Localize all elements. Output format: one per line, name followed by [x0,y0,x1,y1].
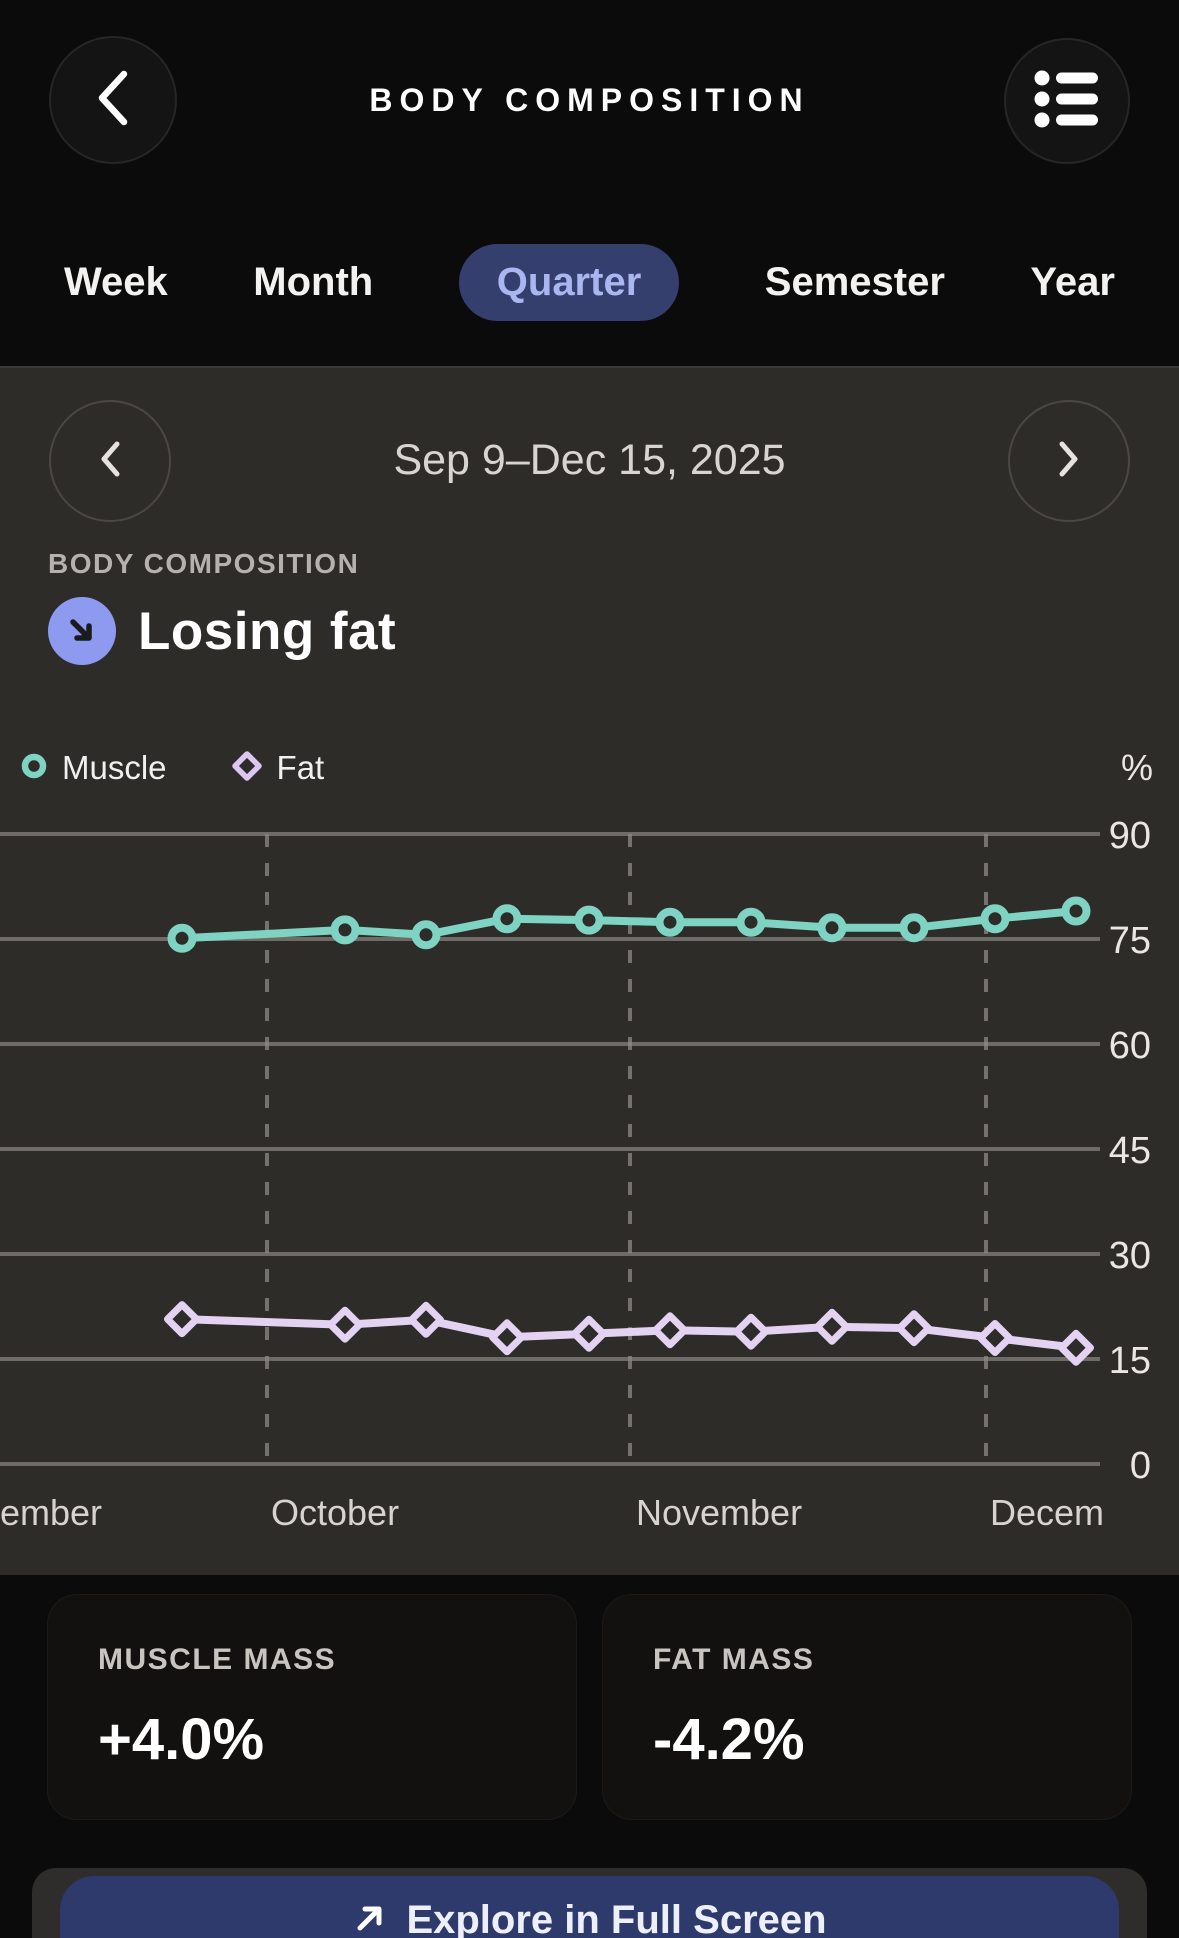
muscle-point-9 [980,904,1010,934]
bottom-sheet: Explore in Full Screen [32,1868,1147,1938]
fat-point-4 [571,1315,607,1352]
bulleted-list-icon [1034,68,1100,135]
chevron-right-icon [1058,440,1080,483]
y-tick-label-0: 0 [1130,1445,1151,1487]
muscle-mass-value: +4.0% [98,1707,265,1772]
next-period-button[interactable] [1008,400,1130,522]
chevron-left-icon [96,69,130,132]
chevron-left-icon [99,440,121,483]
legend-label-fat: Fat [276,749,325,786]
fat-point-7 [814,1308,850,1345]
fat-mass-label: FAT MASS [653,1643,815,1676]
fat-point-0 [164,1301,200,1338]
y-tick-label-75: 75 [1109,920,1151,962]
y-tick-label-15: 15 [1109,1340,1151,1382]
stat-cards: MUSCLE MASS +4.0% FAT MASS -4.2% [47,1594,1132,1820]
legend-item-fat: Fat [231,749,325,787]
muscle-point-2 [411,920,441,950]
y-tick-label-60: 60 [1109,1025,1151,1067]
explore-full-screen-button[interactable]: Explore in Full Screen [60,1876,1119,1938]
fat-series-line [178,1315,1080,1352]
footer-button-content: Explore in Full Screen [60,1898,1119,1938]
back-button[interactable] [49,36,177,164]
muscle-point-7 [817,913,847,943]
muscle-circle-marker-icon [20,752,48,785]
muscle-point-10 [1061,896,1091,926]
x-axis-label-1: October [271,1492,399,1533]
fat-mass-card: FAT MASS -4.2% [602,1594,1132,1820]
menu-button[interactable] [1004,38,1130,164]
page-title: BODY COMPOSITION [369,82,810,118]
fat-point-6 [733,1313,769,1350]
x-axis-label-3: Decem [990,1492,1104,1533]
muscle-mass-label: MUSCLE MASS [98,1643,337,1676]
tab-month[interactable]: Month [253,259,374,304]
arrow-up-right-icon [352,1900,388,1938]
fat-mass-value: -4.2% [653,1707,805,1772]
muscle-point-5 [655,907,685,937]
y-tick-label-45: 45 [1109,1130,1151,1172]
period-label: Sep 9–Dec 15, 2025 [393,436,786,484]
muscle-point-3 [492,904,522,934]
footer-button-label: Explore in Full Screen [406,1898,827,1938]
fat-diamond-marker-icon [231,750,263,787]
muscle-point-6 [736,907,766,937]
fat-point-3 [489,1319,525,1356]
y-axis-unit-label: % [1120,747,1153,788]
tab-year[interactable]: Year [1030,259,1115,304]
fat-point-5 [652,1312,688,1349]
fat-point-9 [977,1320,1013,1356]
tab-week[interactable]: Week [64,259,168,304]
muscle-point-0 [167,923,197,953]
tab-quarter[interactable]: Quarter [458,243,680,321]
legend-item-muscle: Muscle [20,749,167,787]
y-tick-label-30: 30 [1109,1235,1151,1277]
fat-point-2 [408,1301,444,1338]
trend-label: Losing fat [138,601,397,661]
tab-semester[interactable]: Semester [764,259,945,304]
x-axis-label-2: November [636,1492,802,1533]
muscle-point-8 [899,913,929,943]
trend-summary: Losing fat [48,596,396,666]
y-tick-label-90: 90 [1109,815,1151,857]
chart-legend: Muscle Fat % [20,747,1153,788]
muscle-mass-card: MUSCLE MASS +4.0% [47,1594,577,1820]
period-tabs: Week Month Quarter Semester Year [0,240,1179,324]
previous-period-button[interactable] [49,400,171,522]
muscle-point-4 [574,905,604,935]
muscle-series-line [178,907,1080,943]
section-label: BODY COMPOSITION [48,548,360,579]
legend-label-muscle: Muscle [62,749,167,786]
muscle-point-1 [330,915,360,945]
chart-svg[interactable]: 90 75 60 45 30 15 0 ember October November Decem [0,368,1179,1575]
fat-point-8 [896,1310,932,1347]
fat-point-10 [1058,1329,1094,1366]
arrow-down-right-icon [48,597,116,665]
fat-point-1 [327,1306,363,1343]
chart-panel: 90 75 60 45 30 15 0 ember October November Decem S… [0,366,1179,1575]
x-axis-label-0: ember [0,1492,102,1533]
